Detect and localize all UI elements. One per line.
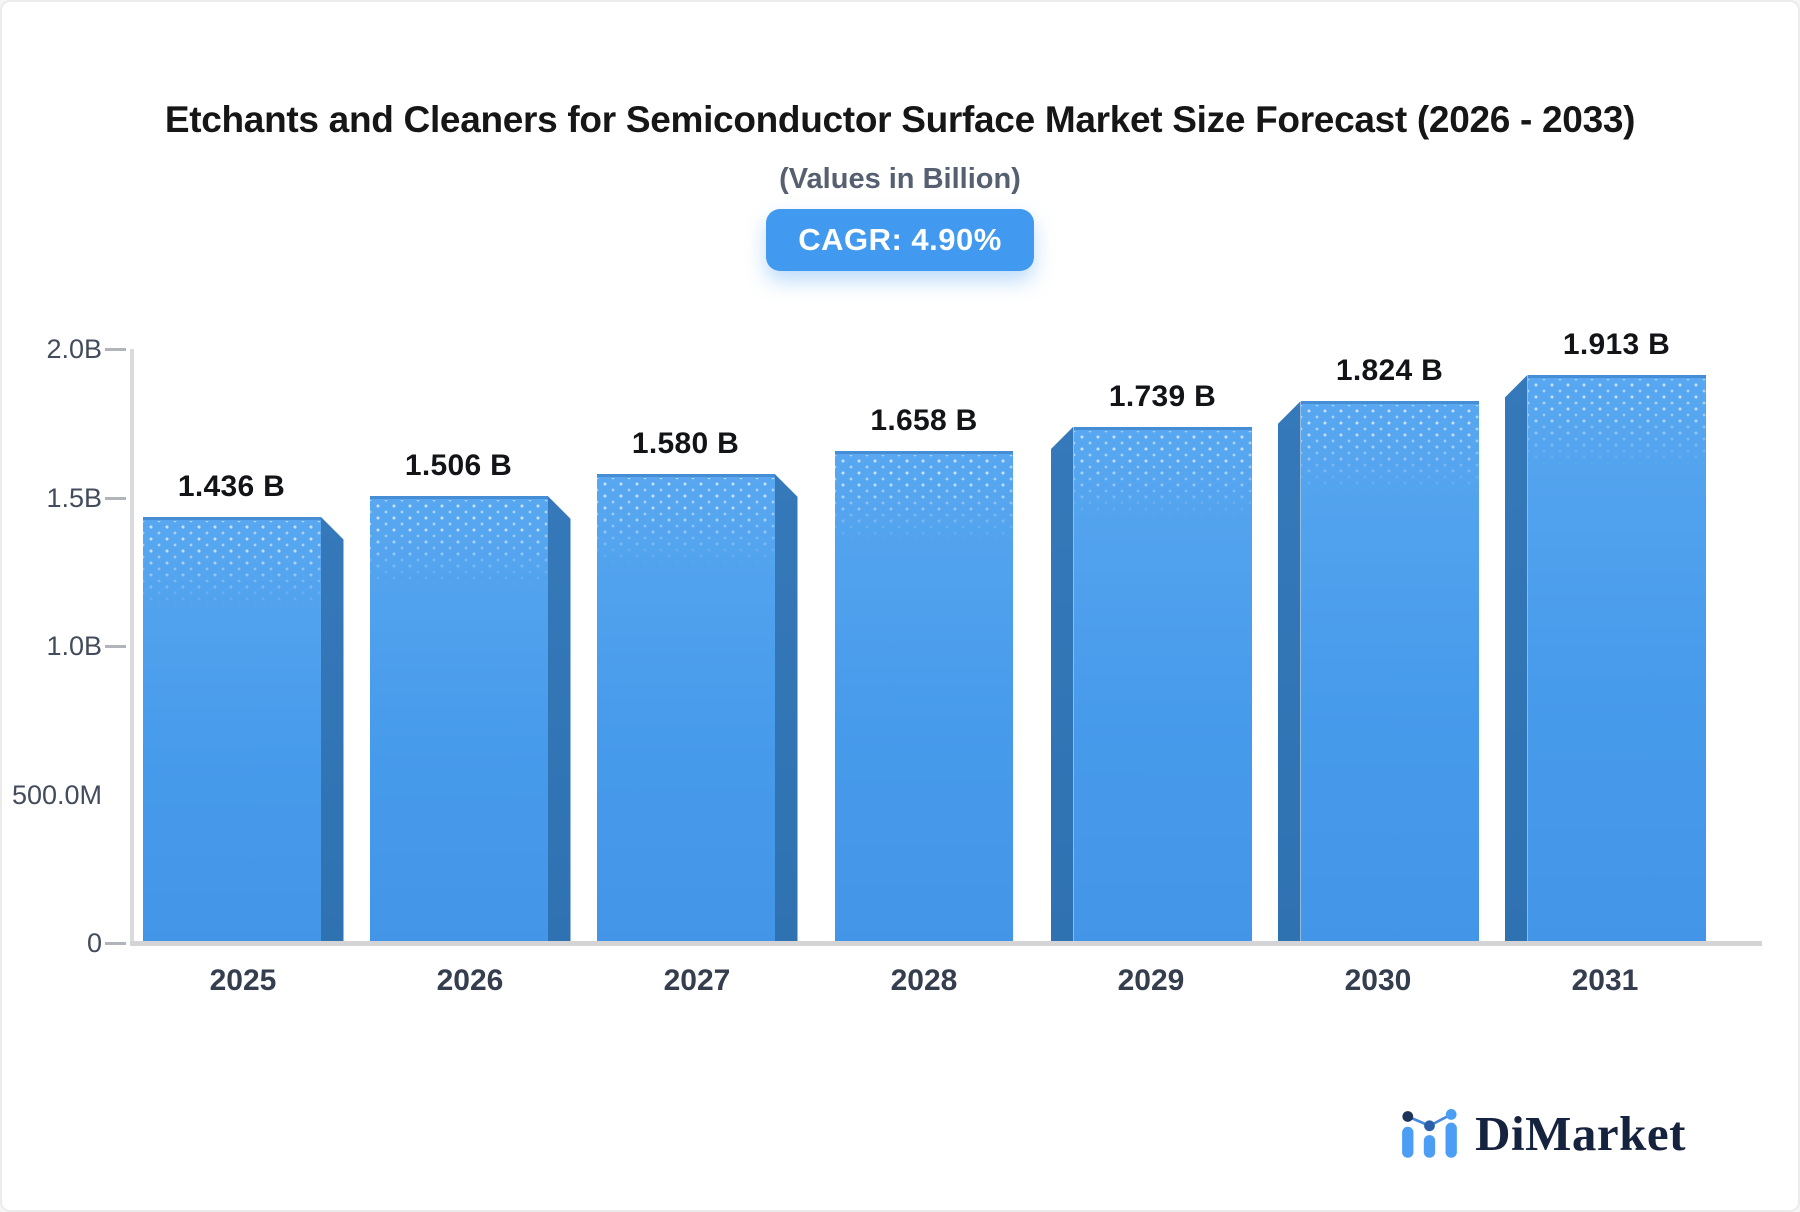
bar-side-face (547, 495, 571, 945)
x-axis-tick-label: 2025 (209, 964, 277, 997)
y-axis-tick-label: 1.0B (46, 631, 102, 661)
y-axis-tick-mark (105, 645, 126, 648)
bar-2029[interactable] (1050, 426, 1252, 945)
y-axis-tick-label: 2.0B (46, 334, 102, 364)
x-axis-tick-label: 2028 (890, 964, 958, 997)
bar-value-label: 1.658 B (870, 403, 978, 437)
bar-2025[interactable] (142, 516, 344, 945)
bar-2027[interactable] (596, 473, 798, 945)
bar-value-label: 1.739 B (1108, 379, 1217, 413)
y-axis-tick-mark (105, 348, 126, 351)
y-axis-tick-mark (105, 496, 126, 500)
y-axis-tick-label: 500.0M (11, 779, 102, 810)
chart-subtitle: (Values in Billion) (779, 163, 1021, 196)
bar-2030[interactable] (1277, 401, 1479, 945)
bar-front-face (1300, 401, 1479, 945)
bar-side-face (1277, 401, 1301, 945)
bar-value-label: 1.506 B (404, 448, 513, 482)
page-title: Etchants and Cleaners for Semiconductor … (164, 99, 1636, 140)
bar-value-label: 1.436 B (177, 469, 286, 503)
x-axis-line (130, 941, 1762, 946)
bar-side-face (1504, 374, 1528, 945)
bar-value-label: 1.913 B (1562, 327, 1671, 361)
y-axis-tick-label: 0 (86, 928, 102, 958)
bar-front-face (142, 516, 321, 945)
bar-2026[interactable] (369, 495, 571, 945)
y-axis-tick-mark (105, 942, 126, 945)
x-axis-tick-label: 2031 (1571, 964, 1639, 997)
chart-header: Etchants and Cleaners for Semiconductor … (2, 90, 1798, 272)
bar-front-face (1527, 374, 1706, 945)
x-axis-tick-label: 2030 (1344, 964, 1412, 997)
bar-chart-logo-icon (1402, 1109, 1458, 1158)
cagr-badge: CAGR: 4.90% (766, 209, 1034, 272)
bar-front-face (835, 450, 1013, 945)
x-axis-tick-label: 2026 (436, 964, 504, 997)
bar-value-label: 1.580 B (631, 426, 740, 460)
bar-side-face (774, 473, 798, 945)
bar-front-face (596, 473, 775, 945)
logo-text: DiMarket (1475, 1105, 1686, 1161)
x-axis-tick-label: 2027 (663, 964, 731, 997)
y-axis-line (130, 349, 134, 945)
x-axis-tick-label: 2029 (1117, 964, 1185, 997)
bar-value-label: 1.824 B (1335, 354, 1444, 388)
y-axis-tick-label: 1.5B (46, 482, 102, 513)
bar-2028[interactable] (835, 450, 1013, 945)
bar-front-face (369, 495, 548, 945)
bar-side-face (320, 516, 344, 945)
bar-side-face (1050, 426, 1074, 945)
dimarket-logo: DiMarket (1399, 1102, 1686, 1164)
bar-2031[interactable] (1504, 374, 1706, 945)
bar-front-face (1073, 426, 1252, 945)
